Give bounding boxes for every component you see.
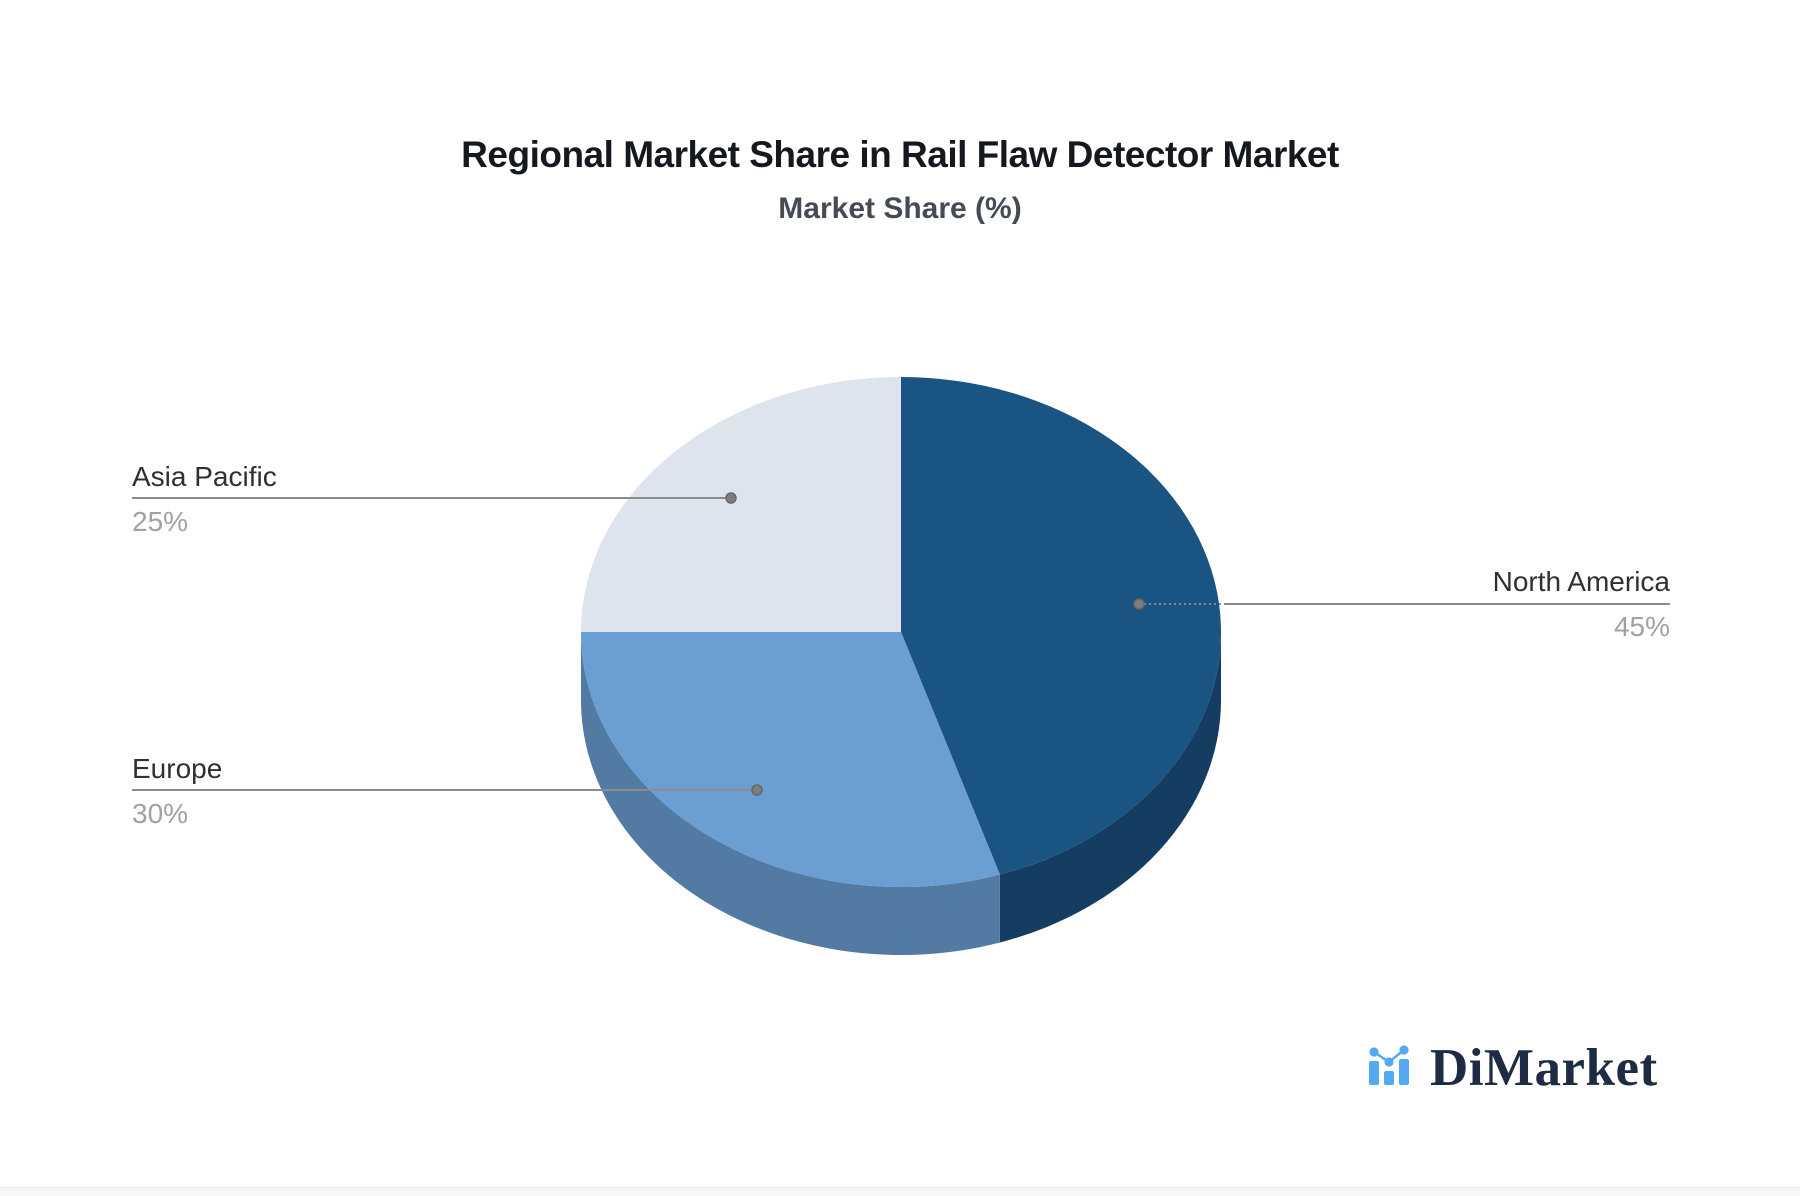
leader-lines <box>132 497 1670 791</box>
pie-slice-europe <box>581 632 1000 888</box>
brand-name: DiMarket <box>1430 1039 1658 1097</box>
slice-value-asia-pacific: 25% <box>132 506 189 537</box>
leader-dot-asia-pacific <box>725 492 737 504</box>
leader-dot-europe <box>751 784 763 796</box>
callout-north-america: North America 45% <box>1270 568 1670 641</box>
leader-dot-north-america <box>1133 598 1145 610</box>
pie-chart <box>581 377 1222 955</box>
pie-slice-north-america <box>901 377 1222 875</box>
bottom-strip <box>0 1187 1800 1196</box>
slice-label-north-america: North America <box>1492 566 1670 597</box>
slice-value-europe: 30% <box>132 798 189 829</box>
slice-value-north-america: 45% <box>1613 611 1670 642</box>
pie-slice-asia-pacific <box>581 377 901 632</box>
slice-label-europe: Europe <box>132 753 223 784</box>
leader-dots <box>725 492 1145 796</box>
callout-asia-pacific: Asia Pacific 25% <box>132 463 277 536</box>
pie-slice-side-europe <box>581 632 1000 955</box>
chart-title: Regional Market Share in Rail Flaw Detec… <box>461 134 1339 175</box>
chart-subtitle: Market Share (%) <box>778 192 1022 225</box>
brand-logo: DiMarket <box>1367 1040 1658 1095</box>
slice-label-asia-pacific: Asia Pacific <box>132 461 277 492</box>
callout-europe: Europe 30% <box>132 755 222 828</box>
pie-slice-side-north-america <box>999 632 1221 943</box>
bar-line-chart-logo-icon <box>1369 1045 1409 1085</box>
